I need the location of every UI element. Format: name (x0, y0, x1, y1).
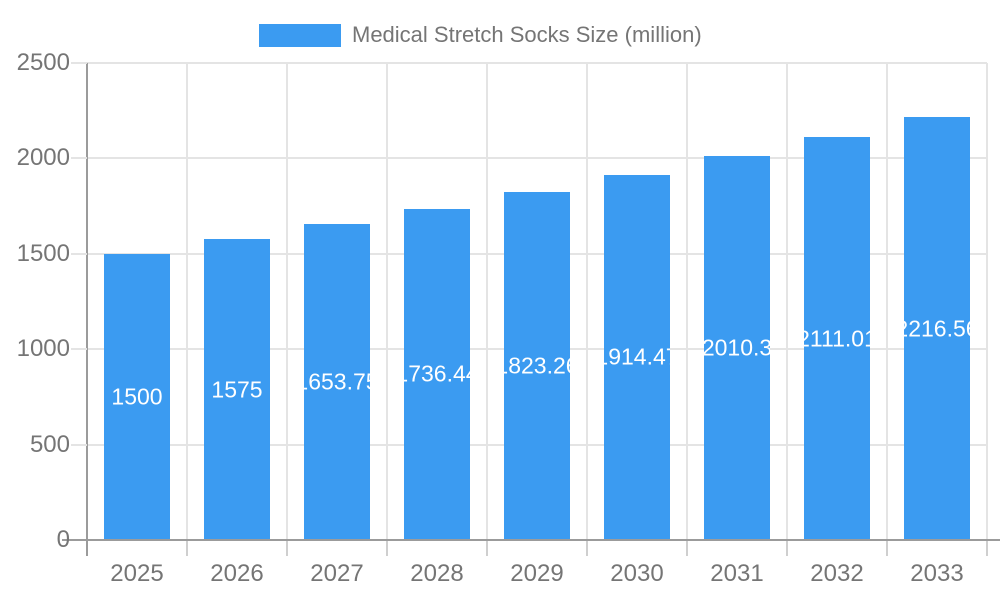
legend-label: Medical Stretch Socks Size (million) (352, 22, 702, 47)
v-gridline (886, 63, 888, 540)
legend[interactable]: Medical Stretch Socks Size (million) (259, 22, 702, 48)
y-axis-label: 2000 (16, 144, 70, 172)
bar-value-label: 1575 (211, 376, 263, 403)
bar-2033[interactable]: 2216.56 (904, 117, 970, 540)
y-tick (71, 252, 87, 255)
bar-2027[interactable]: 1653.75 (304, 224, 370, 540)
x-tick (986, 540, 988, 556)
bar-value-label: 2111.01 (804, 325, 870, 352)
bar-2030[interactable]: 1914.47 (604, 174, 670, 540)
y-axis-label: 1500 (16, 239, 70, 267)
x-axis-label: 2030 (610, 560, 664, 587)
v-gridline (686, 63, 688, 540)
x-tick (186, 540, 188, 556)
bar-value-label: 1736.44 (404, 360, 470, 387)
h-gridline (87, 62, 987, 64)
y-tick (71, 348, 87, 351)
bar-value-label: 2216.56 (904, 315, 970, 342)
bar-value-label: 1823.26 (504, 352, 570, 379)
v-gridline (986, 63, 988, 540)
bar-2029[interactable]: 1823.26 (504, 192, 570, 540)
x-tick (386, 540, 388, 556)
bar-2026[interactable]: 1575 (204, 239, 270, 540)
bar-2025[interactable]: 1500 (104, 253, 170, 540)
y-tick (71, 62, 87, 64)
x-axis-label: 2029 (510, 560, 564, 587)
y-axis-label: 2500 (16, 49, 70, 76)
legend-swatch[interactable] (259, 23, 341, 47)
h-gridline (87, 157, 987, 160)
x-tick (286, 540, 288, 556)
y-tick (71, 443, 87, 446)
bar-2028[interactable]: 1736.44 (404, 208, 470, 540)
x-tick (786, 540, 788, 556)
v-gridline (386, 63, 388, 540)
x-tick (886, 540, 888, 556)
bar-value-label: 1914.47 (604, 343, 670, 370)
x-axis-label: 2025 (110, 560, 164, 587)
v-gridline (586, 63, 588, 540)
x-tick (586, 540, 588, 556)
v-gridline (486, 63, 488, 540)
v-gridline (186, 63, 188, 540)
x-axis-label: 2027 (310, 560, 364, 587)
y-axis-line (86, 63, 88, 556)
y-axis-label: 0 (56, 526, 70, 553)
bar-2032[interactable]: 2111.01 (804, 137, 870, 540)
v-gridline (786, 63, 788, 540)
x-axis-label: 2033 (910, 560, 964, 587)
bar-2031[interactable]: 2010.3 (704, 156, 770, 540)
bar-value-label: 1653.75 (304, 368, 370, 395)
x-tick (486, 540, 488, 556)
v-gridline (286, 63, 288, 540)
x-axis-label: 2032 (810, 560, 864, 587)
x-axis-line (62, 539, 1000, 541)
bar-value-label: 2010.3 (704, 334, 770, 361)
x-axis-label: 2028 (410, 560, 464, 587)
x-tick (686, 540, 688, 556)
bar-value-label: 1500 (111, 383, 163, 410)
y-axis-label: 1000 (16, 335, 70, 363)
plot-area: 1500 1575 1653.75 1736.44 1823.26 1914.47 2010… (87, 62, 988, 556)
y-tick (71, 157, 87, 160)
x-axis-label: 2031 (710, 560, 764, 587)
x-axis-label: 2026 (210, 560, 264, 587)
y-axis-label: 500 (29, 430, 70, 458)
